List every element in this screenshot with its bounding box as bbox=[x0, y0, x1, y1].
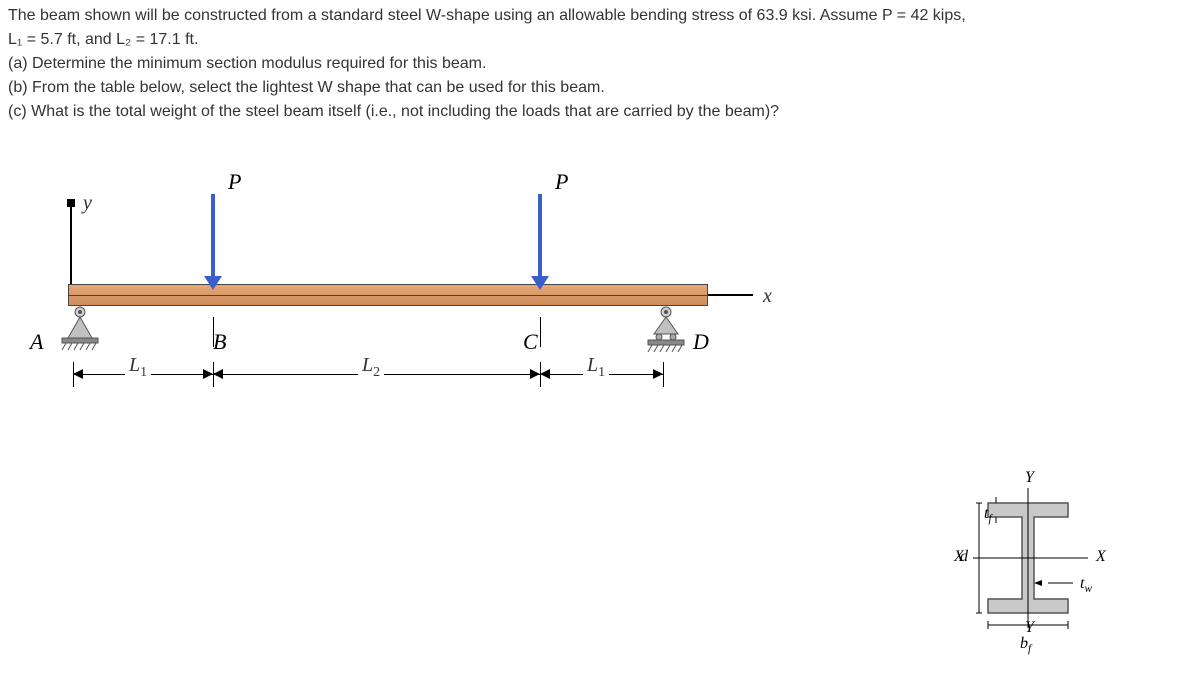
tick-c bbox=[540, 317, 541, 347]
roller-support bbox=[646, 306, 686, 359]
ibeam-label-d: d bbox=[960, 548, 968, 566]
dim-label-l2: L2 bbox=[358, 354, 384, 381]
problem-statement: The beam shown will be constructed from … bbox=[8, 4, 1170, 124]
part-b: (b) From the table below, select the lig… bbox=[8, 76, 1170, 100]
x-axis bbox=[708, 294, 753, 296]
ibeam-label-x-right: X bbox=[1096, 548, 1106, 566]
x-axis-label: x bbox=[763, 285, 772, 308]
dim-label-l1-right: L1 bbox=[583, 354, 609, 381]
point-label-a: A bbox=[30, 329, 43, 355]
intro-line: The beam shown will be constructed from … bbox=[8, 4, 1170, 28]
ibeam-cross-section: Y Y X X d tf tw bf bbox=[918, 463, 1138, 663]
tick-b bbox=[213, 317, 214, 347]
load-label-right: P bbox=[555, 169, 568, 195]
dim-tick-d bbox=[663, 362, 664, 387]
y-axis-label: y bbox=[83, 192, 92, 215]
part-a: (a) Determine the minimum section modulu… bbox=[8, 52, 1170, 76]
point-label-b: B bbox=[213, 329, 226, 355]
load-arrow-left bbox=[211, 194, 215, 280]
dim-label-l1-left: L1 bbox=[125, 354, 151, 381]
load-arrow-right bbox=[538, 194, 542, 280]
ibeam-label-y-top: Y bbox=[1025, 469, 1034, 487]
beam bbox=[68, 284, 708, 306]
part-c: (c) What is the total weight of the stee… bbox=[8, 100, 1170, 124]
y-axis bbox=[70, 199, 72, 289]
ibeam-label-bf: bf bbox=[1020, 635, 1031, 655]
point-label-c: C bbox=[523, 329, 538, 355]
centroid-line bbox=[69, 295, 707, 296]
ibeam-label-tf: tf bbox=[984, 505, 992, 525]
pin-support bbox=[60, 306, 100, 359]
load-label-left: P bbox=[228, 169, 241, 195]
beam-diagram: y x P P bbox=[28, 154, 748, 454]
givens-line: L₁ = 5.7 ft, and L₂ = 17.1 ft. bbox=[8, 28, 1170, 52]
point-label-d: D bbox=[693, 329, 709, 355]
ibeam-label-tw: tw bbox=[1080, 575, 1092, 595]
